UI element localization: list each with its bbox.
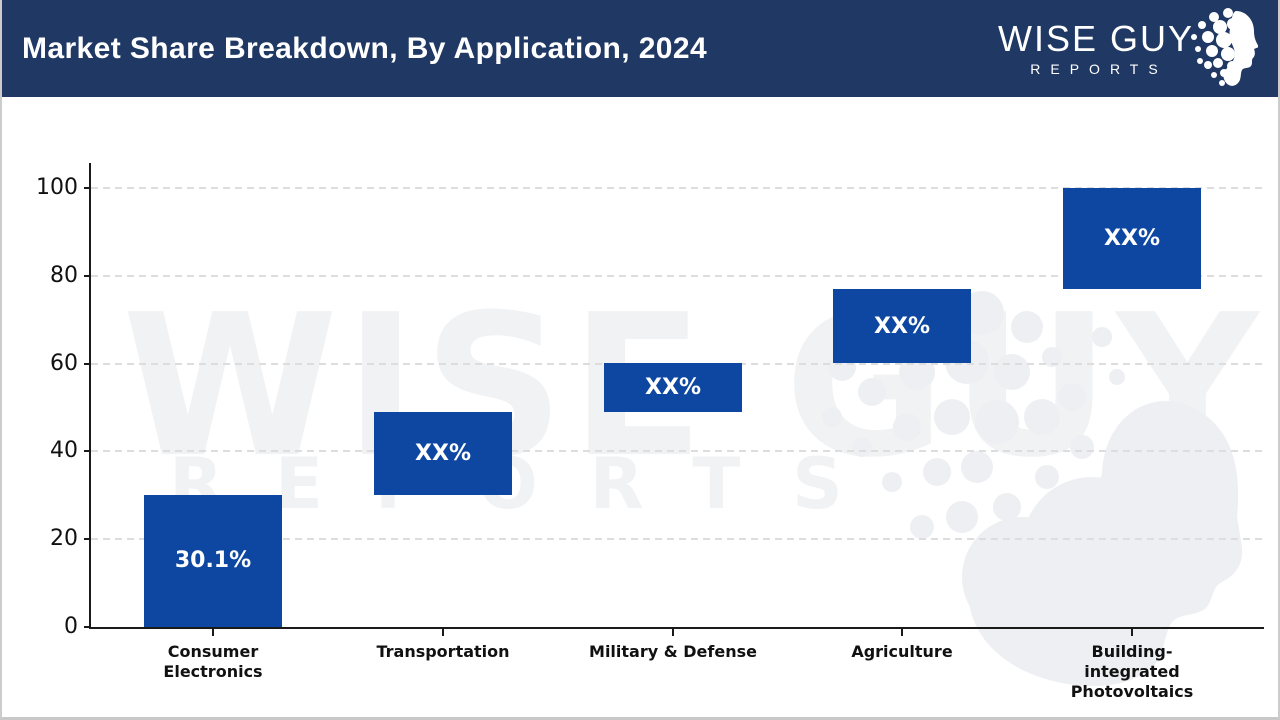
y-axis-tick-label: 0 <box>64 614 78 639</box>
bar-military-defense: XX% <box>604 362 742 412</box>
page-title: Market Share Breakdown, By Application, … <box>22 31 708 65</box>
bar-value-label: XX% <box>1104 226 1160 252</box>
y-axis-tick-mark <box>84 450 91 453</box>
x-axis-category-label: Military & Defense <box>589 642 757 661</box>
chart-canvas: WISE GUY REPORTS 0 20 40 60 80 100 30.1% XX% XX%… <box>2 97 1278 717</box>
y-axis-tick-label: 100 <box>36 175 78 200</box>
y-axis-tick-mark <box>84 538 91 541</box>
y-axis-tick-mark <box>84 362 91 365</box>
header-bar: Market Share Breakdown, By Application, … <box>2 0 1278 97</box>
y-axis-tick-label: 80 <box>50 262 78 288</box>
bar-consumer-electronics: 30.1% <box>144 494 282 627</box>
x-axis-tick-mark <box>442 629 444 636</box>
bar-building-integrated-photovoltaics: XX% <box>1063 188 1201 290</box>
y-axis-tick-label: 20 <box>50 526 78 552</box>
x-axis-tick-mark <box>672 629 674 636</box>
bar-transportation: XX% <box>374 411 512 495</box>
y-axis-tick-mark <box>84 187 91 189</box>
x-axis-category-label: Building-integrated Photovoltaics <box>1070 642 1194 701</box>
bar-value-label: 30.1% <box>174 548 252 574</box>
gridline-y40 <box>91 450 1264 453</box>
x-axis-tick-mark <box>1131 629 1133 636</box>
x-axis-tick-mark <box>901 629 903 636</box>
wise-guy-logo: WISE GUY REPORTS <box>998 7 1258 91</box>
bar-value-label: XX% <box>645 374 701 400</box>
y-axis-tick-mark <box>84 626 91 628</box>
x-axis-category-label: Agriculture <box>851 642 953 661</box>
x-axis-category-label: Transportation <box>376 642 510 661</box>
gridline-y20 <box>91 538 1264 541</box>
logo-subtitle: REPORTS <box>1030 60 1168 77</box>
logo-face-profile-dots-icon <box>1191 7 1258 86</box>
y-axis-tick-mark <box>84 274 91 277</box>
logo-wordmark: WISE GUY <box>997 17 1194 59</box>
gridline-y100 <box>91 187 1264 189</box>
x-axis-spine <box>89 627 1264 629</box>
bar-value-label: XX% <box>415 440 471 466</box>
x-axis-category-label: Consumer Electronics <box>163 642 263 681</box>
logo-text: WISE GUY REPORTS <box>997 17 1194 78</box>
y-axis-tick-label: 40 <box>50 438 78 464</box>
x-axis-tick-mark <box>212 629 214 636</box>
y-axis-spine <box>89 163 91 629</box>
gridline-y80 <box>91 274 1264 277</box>
y-axis-tick-label: 60 <box>50 350 78 376</box>
bar-agriculture: XX% <box>833 289 971 363</box>
bar-value-label: XX% <box>874 313 930 339</box>
